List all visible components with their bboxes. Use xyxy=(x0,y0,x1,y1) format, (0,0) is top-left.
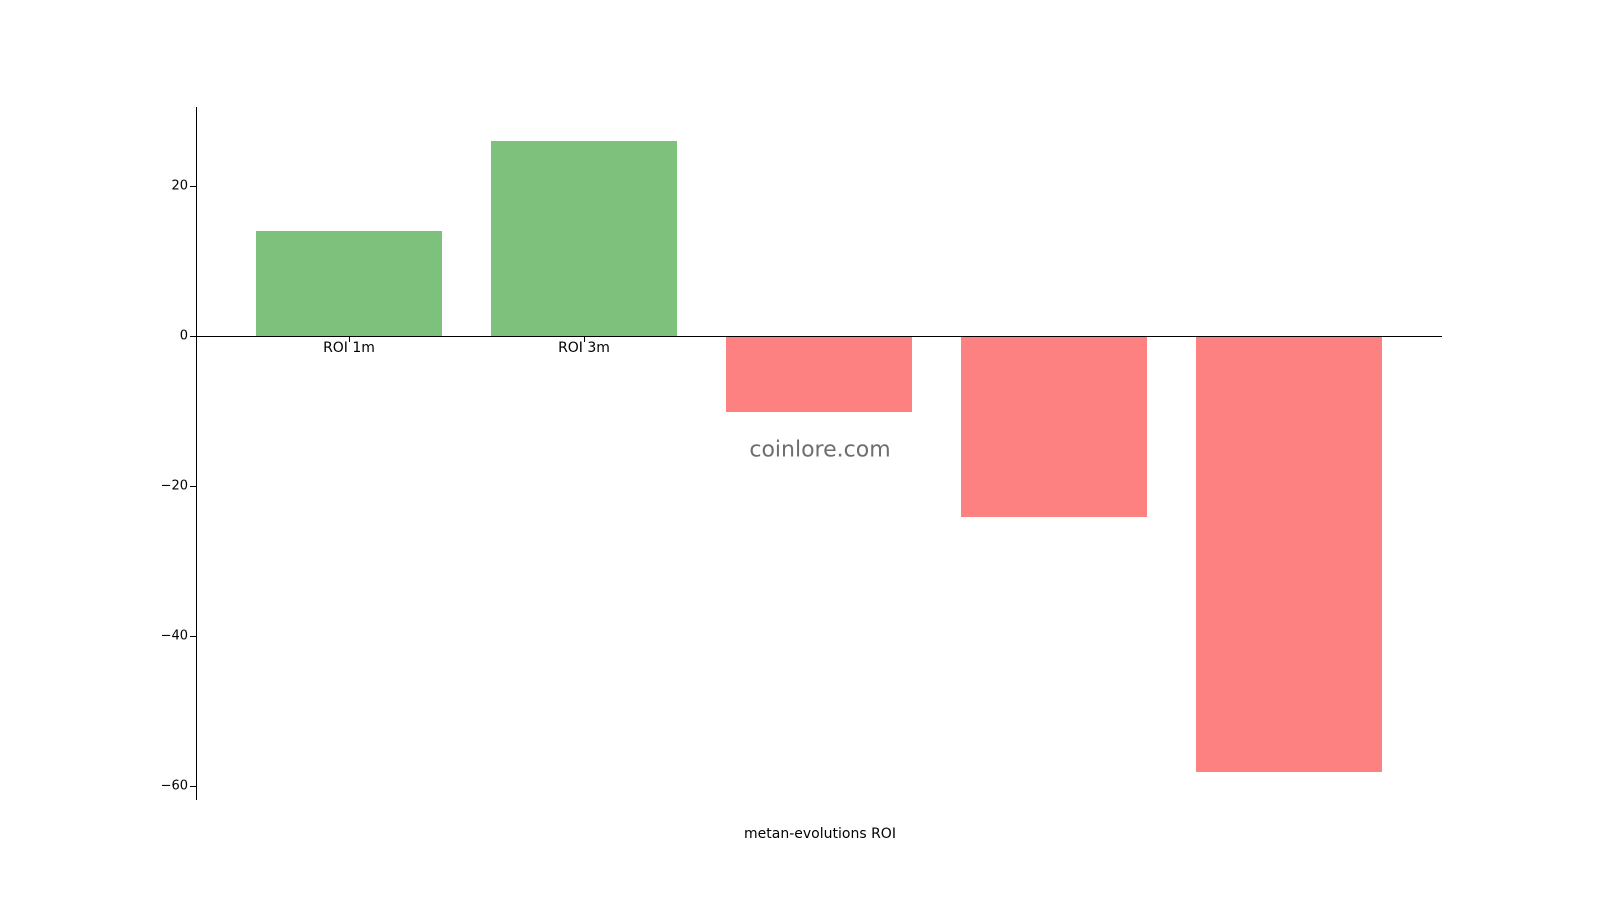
bar xyxy=(726,336,912,412)
bar xyxy=(961,336,1147,517)
y-tick-mark xyxy=(190,785,196,787)
y-tick-mark xyxy=(190,485,196,487)
y-tick-label: −20 xyxy=(160,478,188,494)
x-tick-label: ROI 3m xyxy=(558,339,610,356)
y-tick-label: 20 xyxy=(171,178,188,194)
y-tick-mark xyxy=(190,185,196,187)
watermark: coinlore.com xyxy=(749,437,891,463)
y-axis xyxy=(196,107,197,800)
x-tick-mark xyxy=(349,336,350,342)
chart-title: metan-evolutions ROI xyxy=(744,826,896,842)
bar xyxy=(1196,336,1382,772)
y-tick-mark xyxy=(190,635,196,637)
y-tick-label: 0 xyxy=(179,328,188,344)
x-axis xyxy=(196,336,1442,337)
y-tick-label: −40 xyxy=(160,628,188,644)
y-tick-mark xyxy=(190,335,196,337)
bar xyxy=(256,230,442,336)
y-tick-label: −60 xyxy=(160,778,188,794)
x-tick-mark xyxy=(584,336,585,342)
bar xyxy=(491,140,677,336)
x-tick-label: ROI 1m xyxy=(323,339,375,356)
